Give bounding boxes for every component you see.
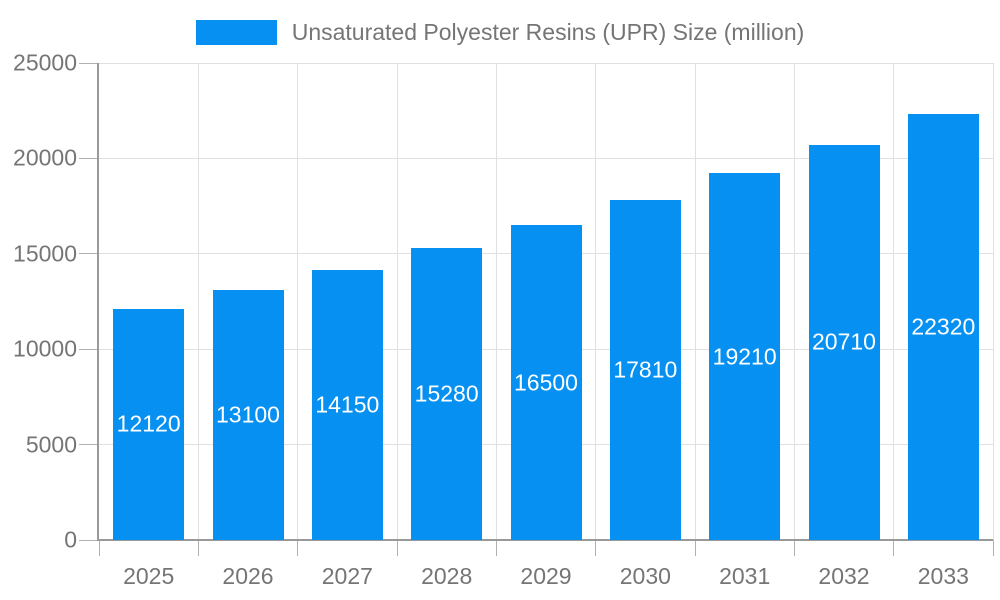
- y-tick-label: 10000: [13, 335, 77, 362]
- bar[interactable]: [510, 225, 582, 540]
- x-tick-label: 2029: [520, 563, 572, 589]
- x-tick-label: 2027: [321, 563, 373, 589]
- y-tick: [79, 348, 99, 350]
- bar[interactable]: [709, 173, 781, 540]
- y-tick-label: 5000: [25, 431, 77, 458]
- y-tick-label: 0: [64, 526, 77, 553]
- x-tick: [297, 540, 299, 556]
- bar-value-label: 15280: [414, 380, 479, 407]
- x-tick-label: 2031: [719, 563, 771, 589]
- x-tick-label: 2032: [818, 563, 870, 589]
- x-tick-label: 2030: [619, 563, 671, 589]
- bar[interactable]: [609, 200, 681, 540]
- x-tick-label: 2028: [421, 563, 473, 589]
- bar[interactable]: [411, 248, 483, 540]
- y-tick: [79, 62, 99, 64]
- y-tick: [79, 157, 99, 159]
- x-tick: [197, 540, 199, 556]
- bar-value-label: 17810: [613, 356, 678, 383]
- h-gridline: [99, 157, 993, 159]
- bar[interactable]: [113, 308, 185, 540]
- v-gridline: [893, 63, 895, 540]
- bar[interactable]: [907, 114, 979, 540]
- v-gridline: [197, 63, 199, 540]
- v-gridline: [992, 63, 994, 540]
- v-gridline: [694, 63, 696, 540]
- h-gridline: [99, 62, 993, 64]
- legend-label: Unsaturated Polyester Resins (UPR) Size …: [291, 19, 805, 45]
- y-axis-line: [97, 63, 99, 540]
- y-tick: [79, 444, 99, 446]
- y-tick-label: 20000: [13, 144, 77, 171]
- x-tick: [495, 540, 497, 556]
- bar-value-label: 13100: [216, 401, 280, 428]
- x-tick: [694, 540, 696, 556]
- x-tick-label: 2033: [917, 563, 969, 589]
- y-tick-label: 25000: [13, 49, 77, 76]
- v-gridline: [495, 63, 497, 540]
- bar[interactable]: [212, 290, 284, 540]
- x-tick-label: 2026: [222, 563, 274, 589]
- bar-value-label: 19210: [712, 343, 777, 370]
- x-tick: [396, 540, 398, 556]
- bar-value-label: 14150: [315, 391, 380, 418]
- x-tick: [793, 540, 795, 556]
- bar-value-label: 16500: [514, 369, 578, 396]
- bar[interactable]: [311, 270, 383, 540]
- v-gridline: [297, 63, 299, 540]
- x-tick: [893, 540, 895, 556]
- bar-value-label: 22320: [911, 313, 976, 340]
- x-axis-line: [97, 539, 993, 541]
- bar[interactable]: [808, 144, 880, 540]
- x-tick: [98, 540, 100, 556]
- bar-value-label: 12120: [116, 410, 181, 437]
- x-tick-label: 2025: [123, 563, 175, 589]
- legend[interactable]: Unsaturated Polyester Resins (UPR) Size …: [0, 19, 1000, 46]
- x-tick: [992, 540, 994, 556]
- legend-swatch: [195, 20, 277, 45]
- y-tick-label: 15000: [13, 240, 77, 267]
- y-tick: [79, 539, 99, 541]
- x-tick: [595, 540, 597, 556]
- bar-value-label: 20710: [812, 328, 876, 355]
- v-gridline: [396, 63, 398, 540]
- y-tick: [79, 253, 99, 255]
- v-gridline: [793, 63, 795, 540]
- v-gridline: [595, 63, 597, 540]
